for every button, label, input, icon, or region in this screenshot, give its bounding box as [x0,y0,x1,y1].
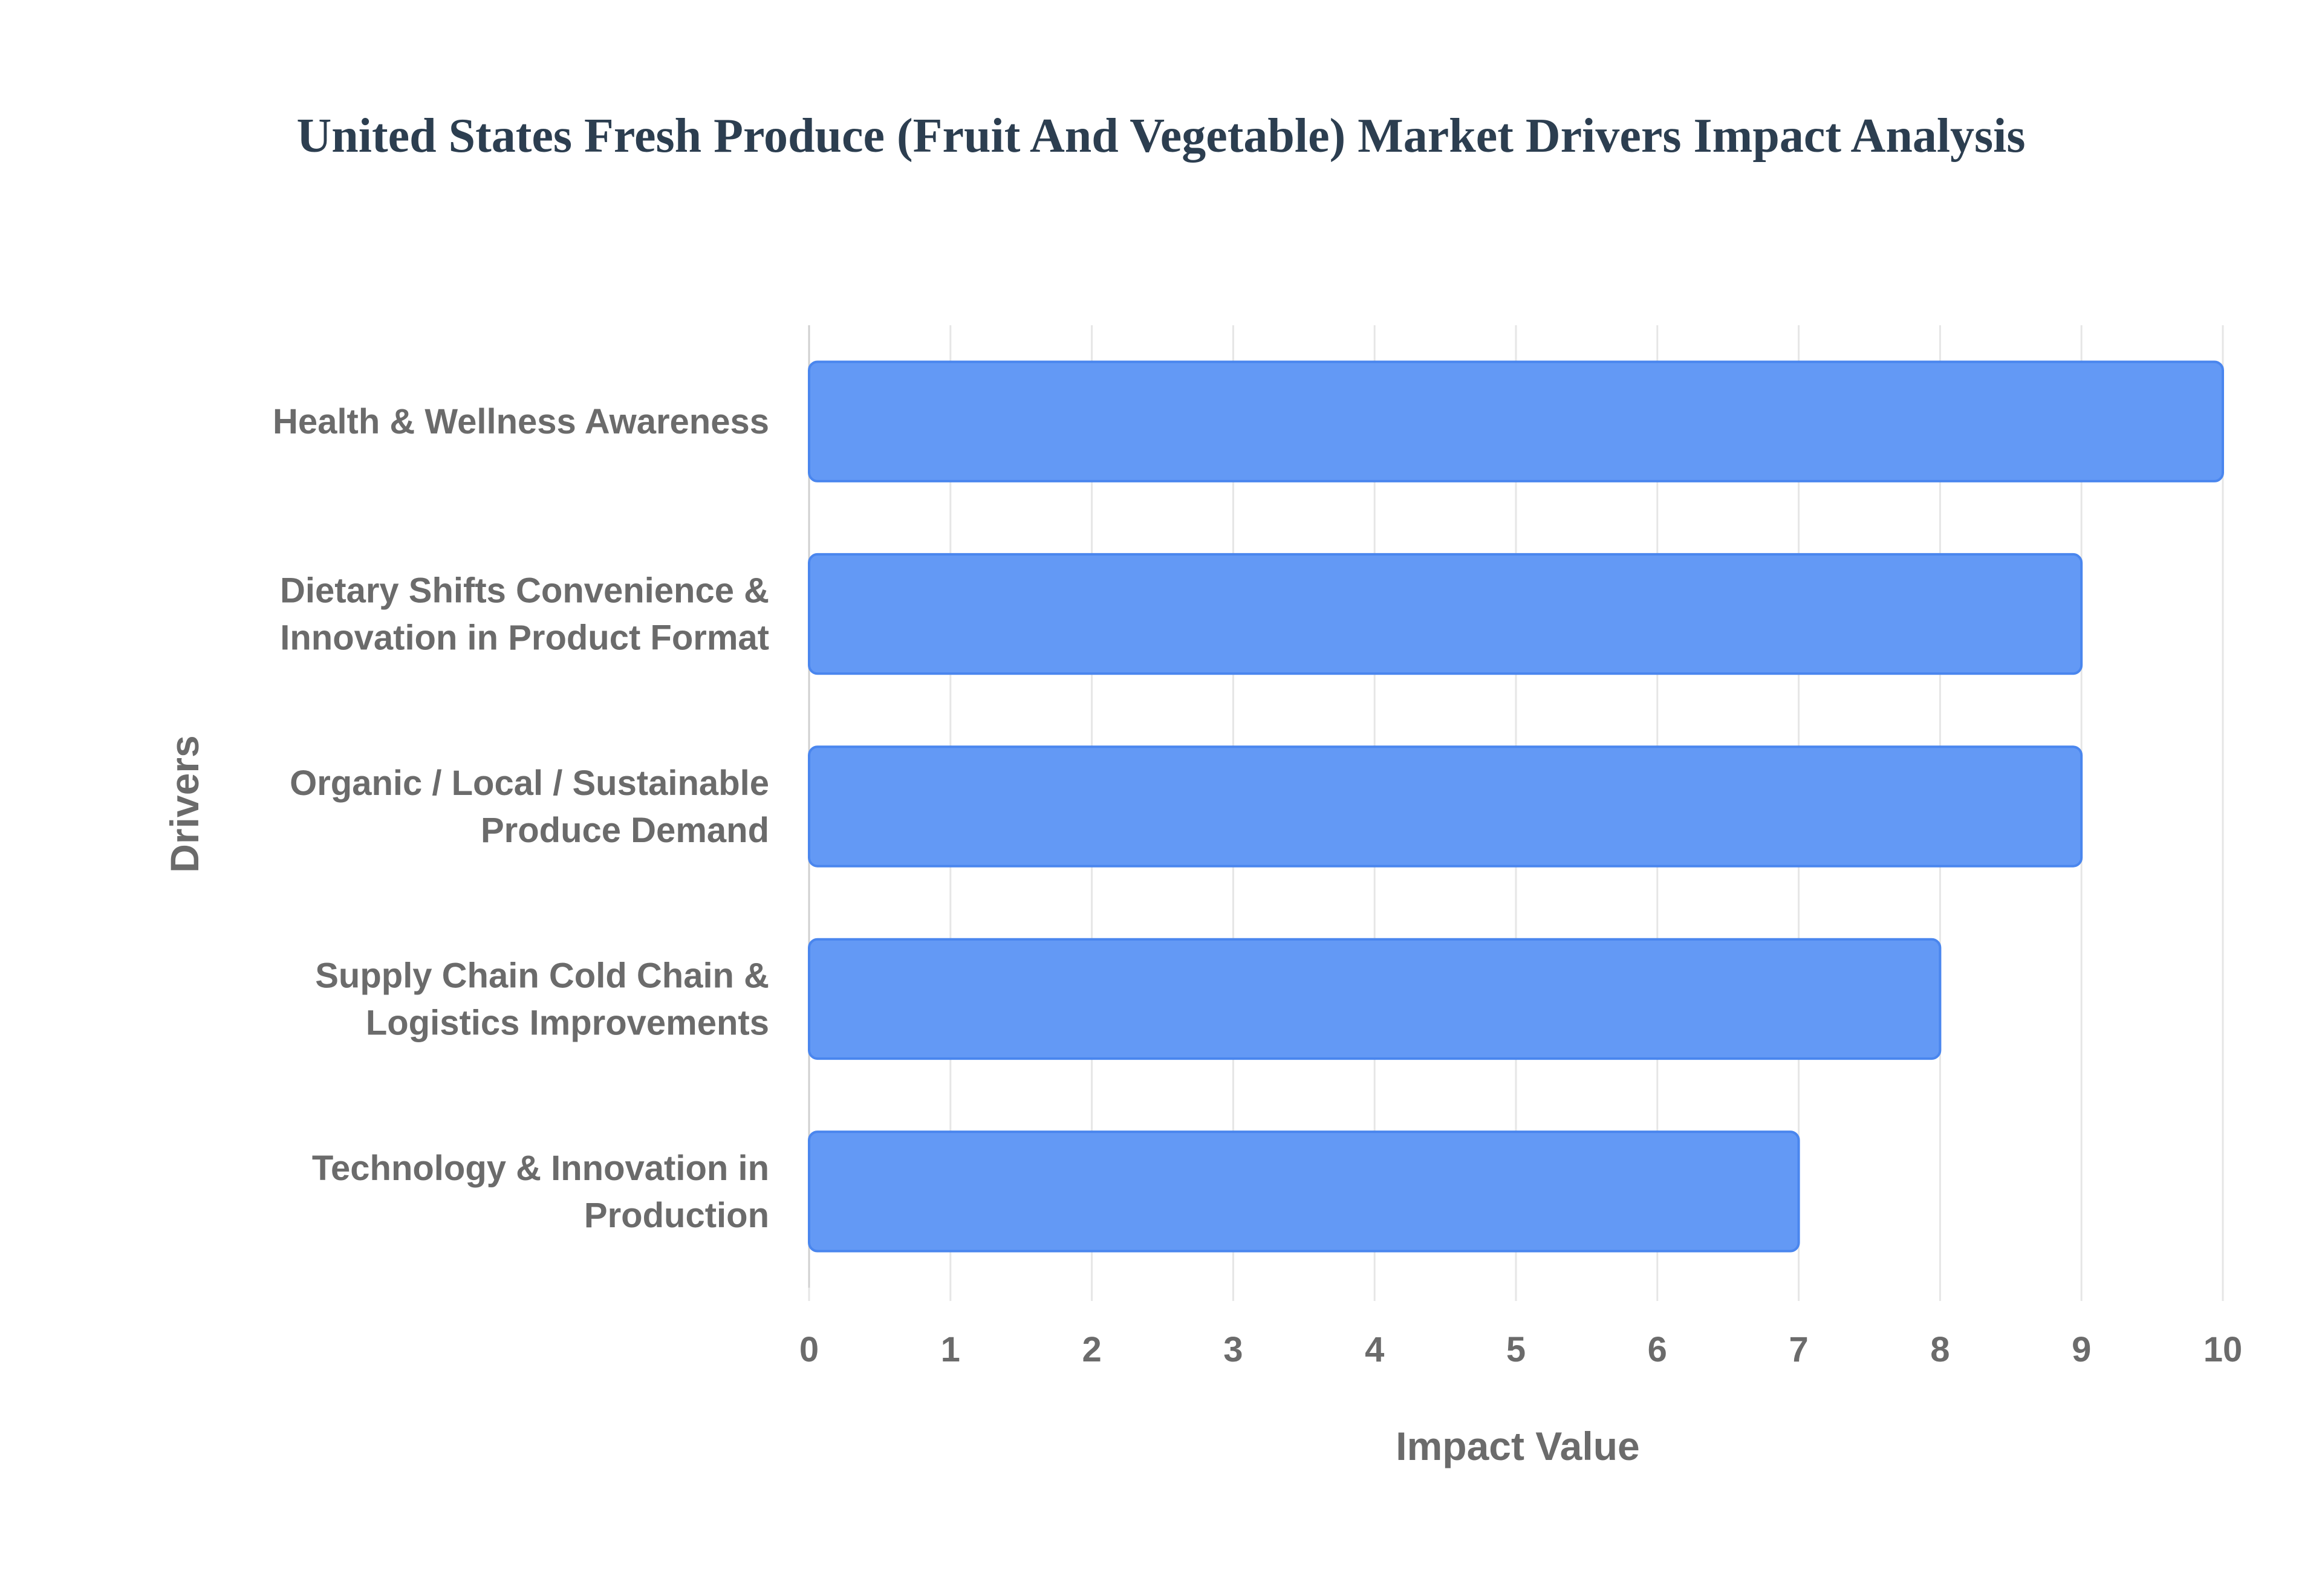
x-tick-label: 9 [2072,1330,2091,1369]
x-tick-label: 6 [1648,1330,1667,1369]
x-tick-label: 4 [1365,1330,1384,1369]
bars [808,360,2224,1253]
category-label: Dietary Shifts Convenience & Innovation i… [280,571,769,658]
x-tick-label: 2 [1082,1330,1101,1369]
bar[interactable] [808,1130,1800,1253]
bar[interactable] [808,745,2083,868]
category-label: Supply Chain Cold Chain & Logistics Impro… [315,956,769,1042]
x-tick-label: 3 [1223,1330,1243,1369]
bar[interactable] [808,553,2083,675]
x-tick-label: 0 [799,1330,819,1369]
category-label: Organic / Local / Sustainable Produce Dem… [290,764,769,850]
y-axis-title: Drivers [162,735,207,873]
x-axis-title: Impact Value [1396,1424,1640,1468]
x-tick-label: 7 [1789,1330,1808,1369]
x-tick-label: 5 [1506,1330,1526,1369]
x-tick-label: 1 [941,1330,960,1369]
y-category-labels: Health & Wellness Awareness Dietary Shift… [273,402,769,1235]
x-tick-label: 8 [1930,1330,1950,1369]
category-label: Technology & Innovation in Production [312,1149,769,1235]
x-tick-labels: 0 1 2 3 4 5 6 7 8 9 10 [799,1330,2242,1369]
category-label: Health & Wellness Awareness [273,402,769,441]
chart-title: United States Fresh Produce (Fruit And V… [296,109,2026,163]
bar[interactable] [808,360,2224,482]
bar[interactable] [808,938,1942,1060]
x-tick-label: 10 [2203,1330,2243,1369]
